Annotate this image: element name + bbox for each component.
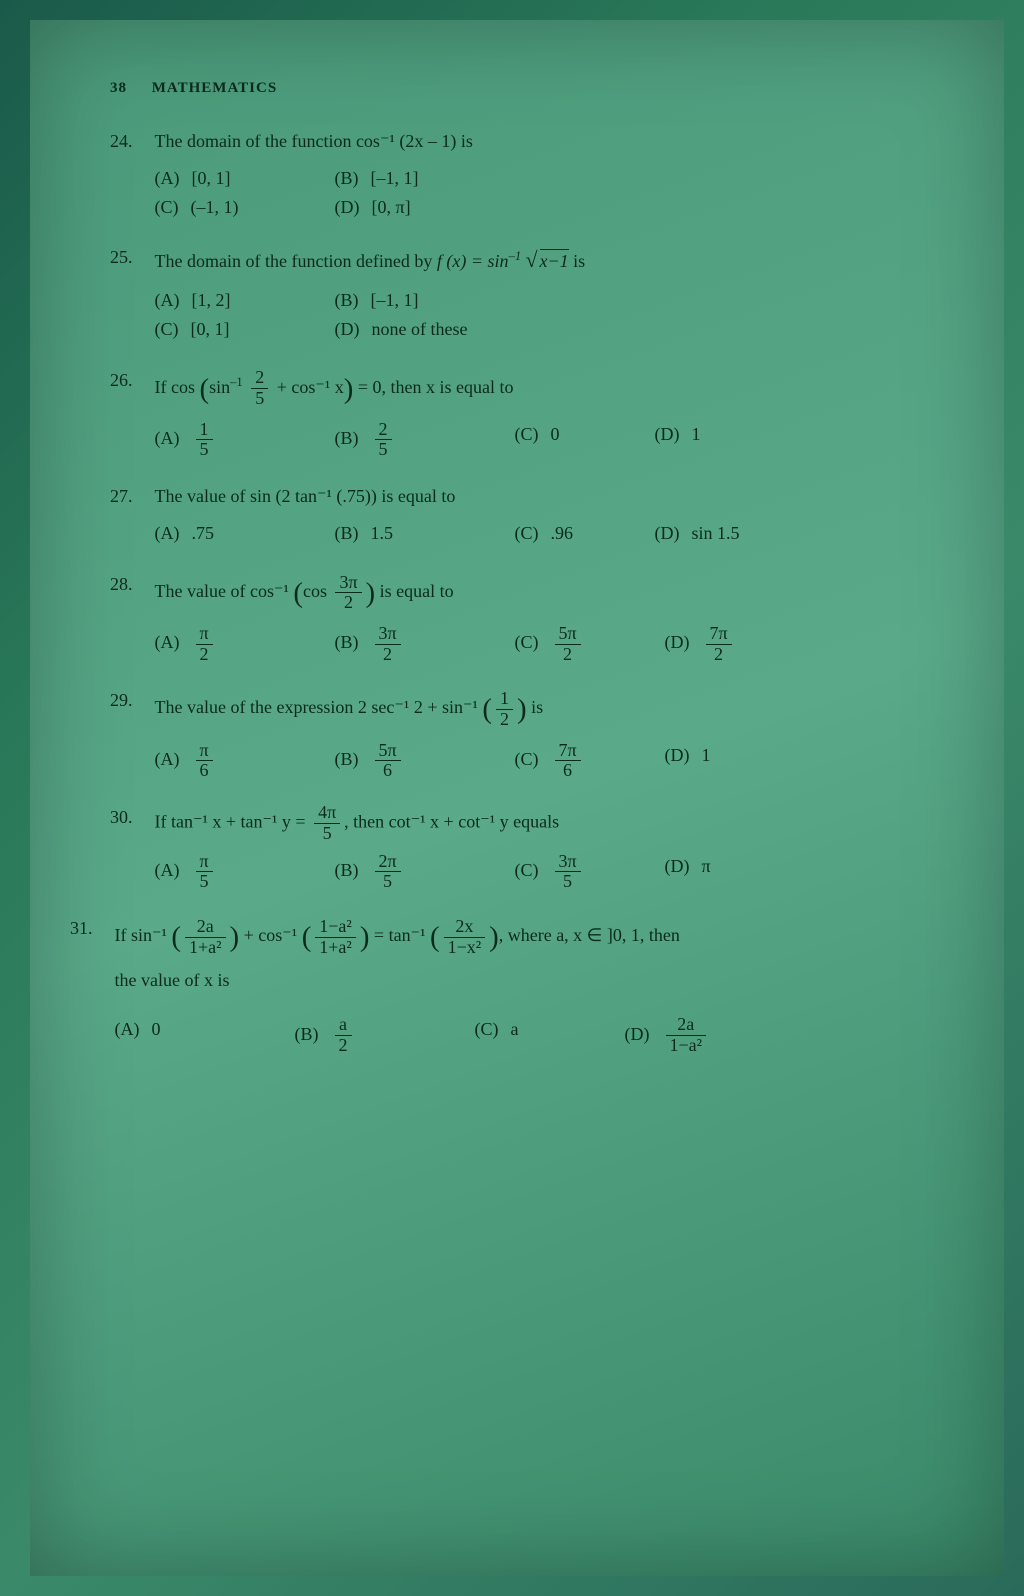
question-body: If cos (sin–1 25 + cos⁻¹ x) = 0, then x … (155, 366, 949, 461)
question-body: The value of sin (2 tan⁻¹ (.75)) is equa… (155, 482, 949, 548)
option-a: (A)[0, 1] (155, 164, 295, 193)
page-header: 38 MATHEMATICS (110, 80, 954, 97)
option-a: (A)π2 (155, 624, 295, 665)
question-body: The domain of the function cos⁻¹ (2x – 1… (155, 127, 949, 221)
question-number: 31. (70, 914, 110, 943)
question-number: 29. (110, 686, 150, 715)
option-d: (D)[0, π] (335, 193, 475, 222)
option-d: (D)1 (665, 741, 775, 782)
options: (A).75 (B)1.5 (C).96 (D)sin 1.5 (155, 519, 949, 548)
question-text: The value of sin (2 tan⁻¹ (.75)) is equa… (155, 486, 456, 506)
page-number: 38 (110, 80, 127, 97)
options: (A)π5 (B)2π5 (C)3π5 (D)π (155, 852, 949, 893)
question-24: 24. The domain of the function cos⁻¹ (2x… (110, 127, 954, 221)
question-number: 28. (110, 570, 150, 599)
question-30: 30. If tan⁻¹ x + tan⁻¹ y = 4π5, then cot… (110, 803, 954, 892)
option-b: (B)5π6 (335, 741, 475, 782)
question-number: 26. (110, 366, 150, 395)
option-c: (C)7π6 (515, 741, 625, 782)
question-body: The value of cos⁻¹ (cos 3π2) is equal to… (155, 570, 949, 665)
option-a: (A)π6 (155, 741, 295, 782)
option-d: (D)2a1−a² (625, 1015, 735, 1056)
question-number: 27. (110, 482, 150, 511)
question-body: The domain of the function defined by f … (155, 243, 949, 343)
question-body: If tan⁻¹ x + tan⁻¹ y = 4π5, then cot⁻¹ x… (155, 803, 949, 892)
question-body: The value of the expression 2 sec⁻¹ 2 + … (155, 686, 949, 781)
options: (A)[0, 1] (B)[–1, 1] (C)(–1, 1) (D)[0, π… (155, 164, 949, 222)
option-b: (B)[–1, 1] (335, 286, 475, 315)
option-d: (D)none of these (335, 315, 475, 344)
options: (A)[1, 2] (B)[–1, 1] (C)[0, 1] (D)none o… (155, 286, 949, 344)
question-28: 28. The value of cos⁻¹ (cos 3π2) is equa… (110, 570, 954, 665)
question-26: 26. If cos (sin–1 25 + cos⁻¹ x) = 0, the… (110, 366, 954, 461)
option-a: (A)15 (155, 420, 295, 461)
page-content: 38 MATHEMATICS 24. The domain of the fun… (30, 20, 1004, 1576)
option-c: (C)[0, 1] (155, 315, 295, 344)
question-body: If sin⁻¹ (2a1+a²) + cos⁻¹ (1−a²1+a²) = t… (115, 914, 949, 1055)
question-number: 30. (110, 803, 150, 832)
option-a: (A)[1, 2] (155, 286, 295, 315)
option-c: (C).96 (515, 519, 615, 548)
options: (A)15 (B)25 (C)0 (D)1 (155, 420, 949, 461)
question-29: 29. The value of the expression 2 sec⁻¹ … (110, 686, 954, 781)
question-25: 25. The domain of the function defined b… (110, 243, 954, 343)
option-b: (B)3π2 (335, 624, 475, 665)
option-c: (C)a (475, 1015, 585, 1056)
option-b: (B)a2 (295, 1015, 435, 1056)
page-subject: MATHEMATICS (152, 80, 277, 96)
question-27: 27. The value of sin (2 tan⁻¹ (.75)) is … (110, 482, 954, 548)
option-a: (A)0 (115, 1015, 255, 1056)
options: (A)π2 (B)3π2 (C)5π2 (D)7π2 (155, 624, 949, 665)
option-a: (A).75 (155, 519, 295, 548)
question-31: 31. If sin⁻¹ (2a1+a²) + cos⁻¹ (1−a²1+a²)… (70, 914, 954, 1055)
option-d: (D)sin 1.5 (655, 519, 755, 548)
option-c: (C)0 (515, 420, 615, 461)
options: (A)π6 (B)5π6 (C)7π6 (D)1 (155, 741, 949, 782)
option-d: (D)7π2 (665, 624, 775, 665)
options: (A)0 (B)a2 (C)a (D)2a1−a² (115, 1015, 949, 1056)
question-text: The domain of the function cos⁻¹ (2x – 1… (155, 131, 473, 151)
option-d: (D)1 (655, 420, 755, 461)
question-number: 24. (110, 127, 150, 156)
option-b: (B)25 (335, 420, 475, 461)
option-a: (A)π5 (155, 852, 295, 893)
option-c: (C)(–1, 1) (155, 193, 295, 222)
option-c: (C)3π5 (515, 852, 625, 893)
option-c: (C)5π2 (515, 624, 625, 665)
option-d: (D)π (665, 852, 775, 893)
option-b: (B)[–1, 1] (335, 164, 475, 193)
option-b: (B)2π5 (335, 852, 475, 893)
question-number: 25. (110, 243, 150, 272)
option-b: (B)1.5 (335, 519, 475, 548)
